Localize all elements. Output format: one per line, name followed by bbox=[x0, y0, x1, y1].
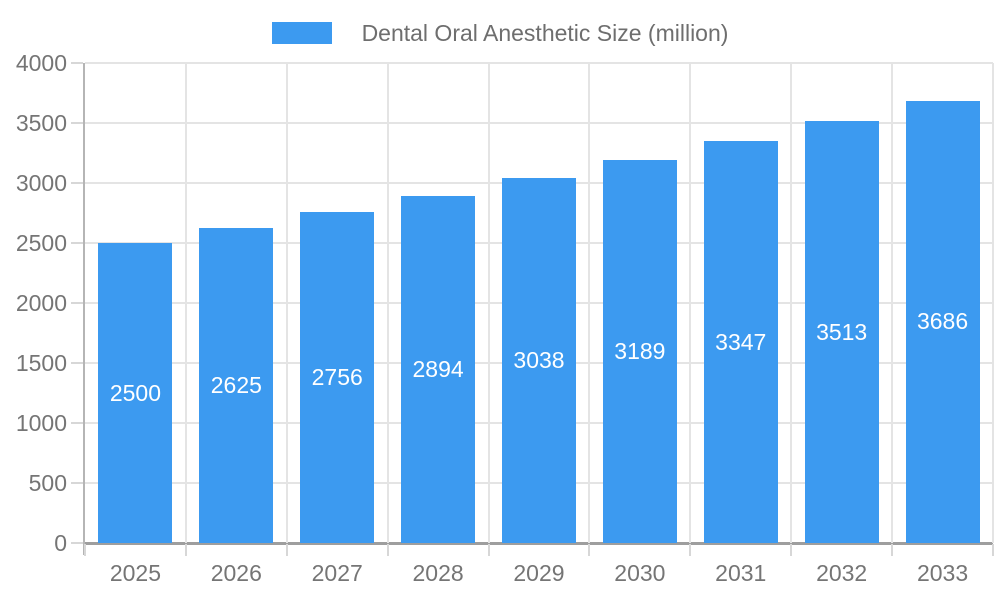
y-axis-label: 0 bbox=[54, 530, 67, 556]
y-axis-tick bbox=[71, 422, 83, 424]
gridline-vertical bbox=[285, 63, 288, 543]
x-axis-label-2027: 2027 bbox=[311, 560, 363, 586]
bar-value-label: 2756 bbox=[311, 364, 363, 391]
bar-2027[interactable]: 2756 bbox=[300, 212, 375, 543]
bar-value-label: 3038 bbox=[513, 347, 565, 374]
gridline-horizontal bbox=[85, 62, 993, 64]
legend-swatch-icon bbox=[271, 22, 332, 44]
x-axis-label-2028: 2028 bbox=[412, 560, 464, 586]
gridline-vertical bbox=[487, 63, 490, 543]
y-axis-label: 1500 bbox=[15, 350, 67, 376]
bar-value-label: 2500 bbox=[109, 379, 162, 406]
x-axis-label-2033: 2033 bbox=[916, 560, 969, 586]
bar-2031[interactable]: 3347 bbox=[703, 141, 778, 543]
y-axis-label: 4000 bbox=[15, 50, 67, 76]
x-axis-label-2031: 2031 bbox=[715, 560, 767, 586]
x-axis-label-2032: 2032 bbox=[816, 560, 868, 586]
x-axis-label-2026: 2026 bbox=[210, 560, 262, 586]
y-axis-label: 3500 bbox=[15, 110, 67, 136]
x-axis-tick bbox=[891, 544, 894, 556]
gridline-vertical bbox=[891, 63, 894, 543]
gridline-horizontal bbox=[85, 122, 993, 124]
y-axis-tick bbox=[71, 542, 83, 544]
bar-2033[interactable]: 3686 bbox=[905, 100, 980, 543]
x-axis-tick bbox=[992, 544, 994, 556]
y-axis-tick bbox=[71, 362, 83, 364]
gridline-vertical bbox=[689, 63, 692, 543]
gridline-vertical bbox=[992, 63, 994, 543]
bar-2032[interactable]: 3513 bbox=[804, 121, 879, 543]
gridline-vertical bbox=[588, 63, 591, 543]
gridline-vertical bbox=[184, 63, 187, 543]
x-axis-tick bbox=[689, 544, 692, 556]
bar-2026[interactable]: 2625 bbox=[199, 228, 274, 543]
bar-value-label: 3513 bbox=[816, 318, 868, 345]
y-axis-tick bbox=[71, 482, 83, 484]
y-axis-label: 3000 bbox=[15, 170, 67, 196]
y-axis-label: 500 bbox=[28, 470, 67, 496]
gridline-vertical bbox=[386, 63, 389, 543]
bar-2025[interactable]: 2500 bbox=[98, 243, 173, 543]
y-axis-label: 2000 bbox=[15, 290, 67, 316]
bar-value-label: 3347 bbox=[715, 328, 767, 355]
y-axis-tick bbox=[71, 62, 83, 64]
y-axis-tick bbox=[71, 182, 83, 184]
y-axis-tick bbox=[71, 242, 83, 244]
x-axis-tick bbox=[386, 544, 389, 556]
bar-value-label: 3189 bbox=[614, 338, 666, 365]
x-axis-tick bbox=[790, 544, 793, 556]
x-axis-tick bbox=[588, 544, 591, 556]
plot-area: 2500 2625 2756 2894 3038 3189 3347 3513 3686 bbox=[83, 62, 994, 555]
x-axis-tick bbox=[487, 544, 490, 556]
bar-2030[interactable]: 3189 bbox=[602, 160, 677, 543]
x-axis-tick bbox=[184, 544, 187, 556]
x-axis-label-2029: 2029 bbox=[513, 560, 565, 586]
bar-value-label: 3686 bbox=[916, 308, 969, 335]
bar-2029[interactable]: 3038 bbox=[502, 178, 576, 543]
y-axis-label: 2500 bbox=[15, 230, 67, 256]
bar-value-label: 2625 bbox=[210, 372, 262, 398]
legend-label: Dental Oral Anesthetic Size (million) bbox=[361, 19, 729, 46]
y-axis-tick bbox=[71, 302, 83, 304]
x-axis-tick bbox=[84, 544, 86, 556]
legend-item[interactable]: Dental Oral Anesthetic Size (million) bbox=[0, 18, 1000, 48]
y-axis-label: 1000 bbox=[15, 410, 67, 436]
x-axis-line bbox=[85, 542, 993, 545]
y-axis-tick bbox=[71, 122, 83, 124]
y-axis-line bbox=[83, 63, 85, 555]
gridline-vertical bbox=[790, 63, 793, 543]
x-axis-label-2025: 2025 bbox=[109, 560, 162, 586]
x-axis-tick bbox=[285, 544, 288, 556]
bar-2028[interactable]: 2894 bbox=[401, 195, 476, 543]
x-axis-label-2030: 2030 bbox=[614, 560, 666, 586]
bar-value-label: 2894 bbox=[412, 355, 464, 382]
